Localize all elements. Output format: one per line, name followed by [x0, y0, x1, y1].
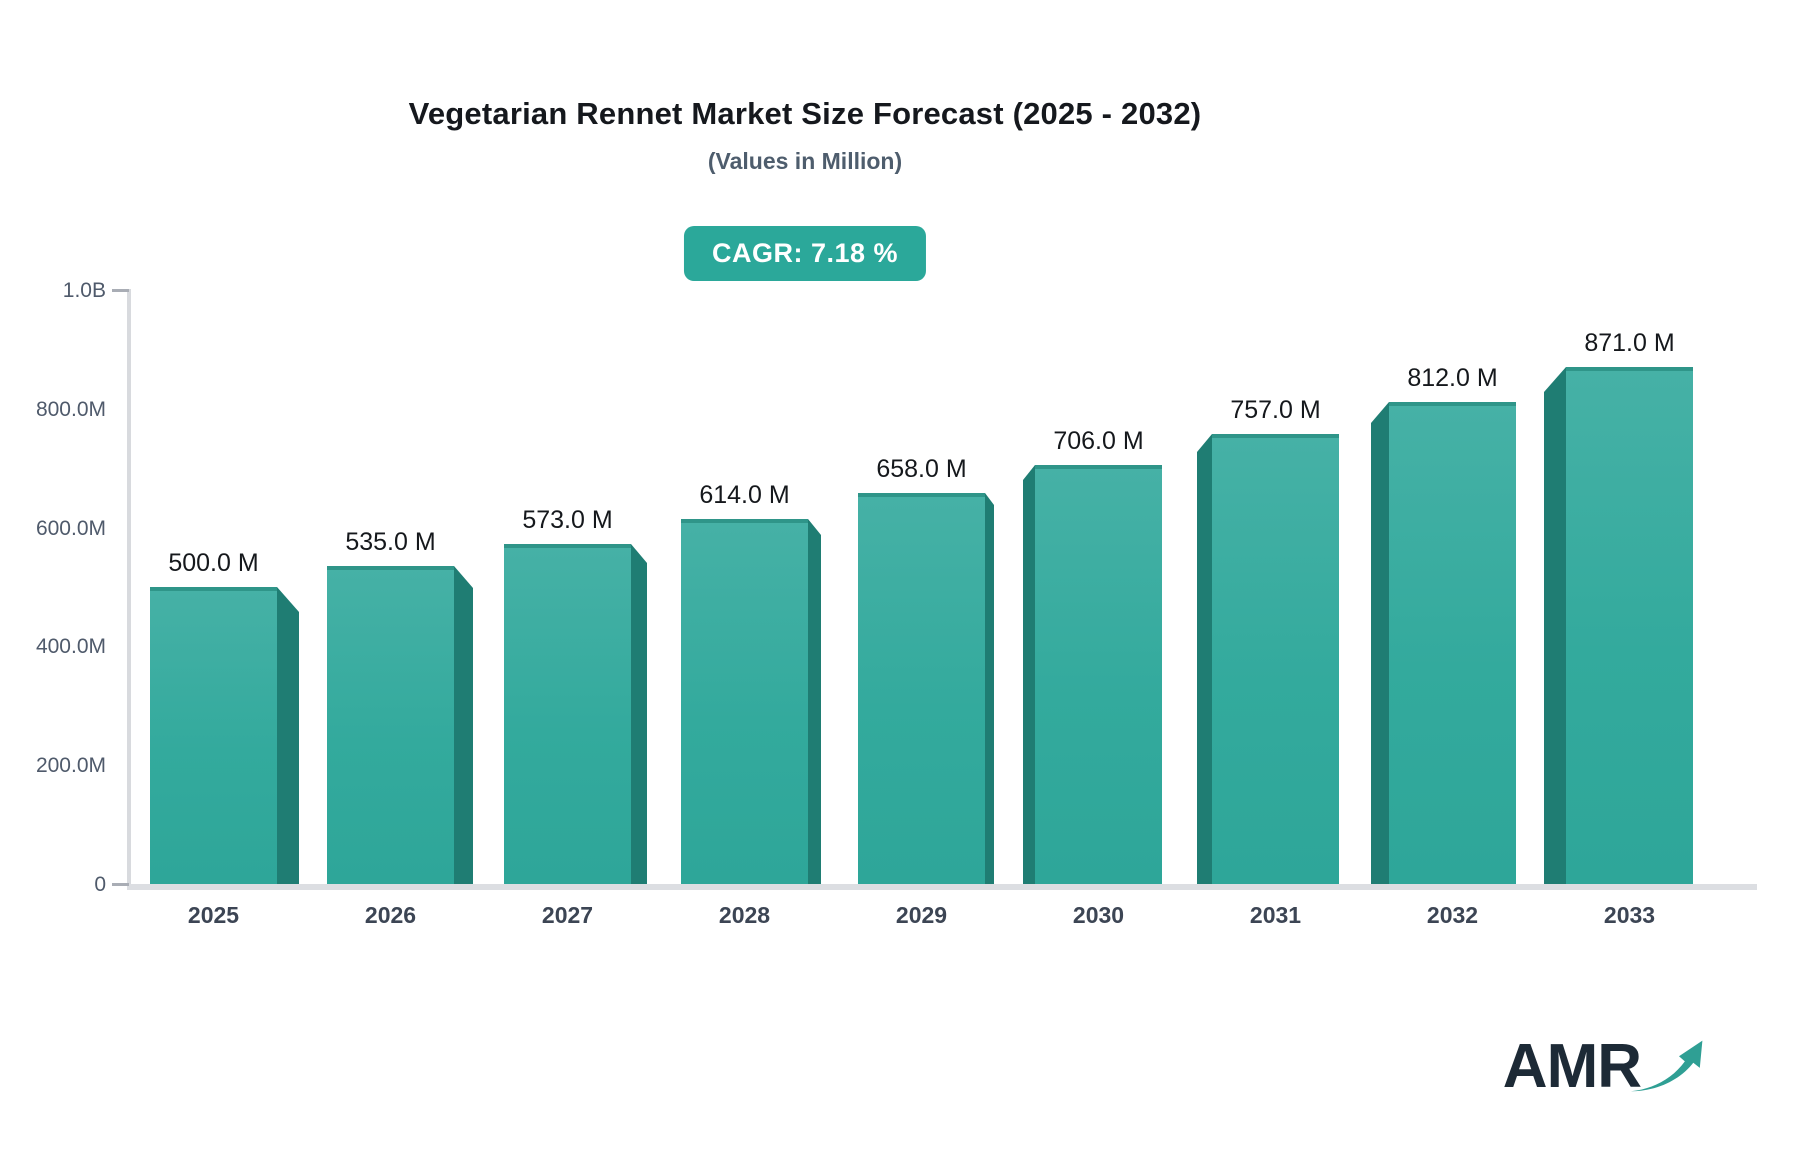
- y-tick-label: 1.0B: [62, 279, 106, 302]
- bar-top-edge: [1566, 367, 1693, 371]
- x-tick-label: 2026: [364, 902, 417, 928]
- bar-top-edge: [150, 587, 277, 591]
- y-tick-label: 200.0M: [35, 754, 106, 778]
- bar-top-edge: [327, 566, 454, 570]
- x-tick-label: 2032: [1426, 902, 1479, 928]
- bar: [858, 493, 985, 884]
- bar-value-label: 706.0 M: [1053, 427, 1144, 455]
- bar-top-edge: [504, 544, 631, 548]
- bar-top-edge: [1389, 402, 1516, 406]
- page-title: Vegetarian Rennet Market Size Forecast (…: [408, 96, 1202, 131]
- bar-3d-side: [631, 544, 647, 884]
- cagr-badge: CAGR: 7.18 %: [683, 226, 927, 281]
- bar-top-edge: [1035, 465, 1162, 469]
- bar-3d-side: [808, 519, 821, 884]
- x-tick-label: 2033: [1603, 902, 1656, 928]
- bar: [327, 566, 454, 884]
- y-tick-label: 0: [94, 873, 106, 896]
- bar-3d-side: [277, 587, 299, 884]
- bar: [1566, 367, 1693, 884]
- bar-value-label: 812.0 M: [1407, 364, 1498, 392]
- bar-3d-side: [1544, 367, 1566, 884]
- y-tick-dash: [112, 883, 129, 886]
- bar-value-label: 658.0 M: [876, 455, 967, 483]
- bar-3d-side: [1023, 465, 1035, 884]
- amr-logo-text: AMR: [1502, 1032, 1642, 1101]
- bar-value-label: 614.0 M: [699, 481, 790, 509]
- x-axis: [127, 884, 1757, 890]
- y-tick-label: 800.0M: [35, 397, 106, 421]
- bar-top-edge: [858, 493, 985, 497]
- bar: [1035, 465, 1162, 884]
- x-tick-label: 2027: [541, 902, 594, 928]
- bar-value-label: 871.0 M: [1584, 329, 1675, 357]
- x-tick-label: 2031: [1249, 902, 1302, 928]
- x-tick-label: 2028: [718, 902, 771, 928]
- bar-value-label: 573.0 M: [522, 506, 613, 534]
- y-tick-dash: [112, 289, 129, 292]
- y-tick-label: 400.0M: [35, 635, 106, 659]
- x-tick-label: 2029: [895, 902, 948, 928]
- bar: [681, 519, 808, 884]
- amr-logo: AMR: [1503, 1032, 1705, 1098]
- y-axis: [127, 289, 131, 885]
- chart-subtitle: (Values in Million): [707, 148, 903, 174]
- bar: [1389, 402, 1516, 884]
- bar-value-label: 500.0 M: [168, 549, 259, 577]
- bar: [1212, 434, 1339, 884]
- bar-top-edge: [681, 519, 808, 523]
- x-tick-label: 2025: [187, 902, 240, 928]
- bar-3d-side: [1197, 434, 1212, 884]
- y-tick-label: 600.0M: [35, 516, 106, 540]
- bar-value-label: 535.0 M: [345, 528, 436, 556]
- bar-value-label: 757.0 M: [1230, 396, 1321, 424]
- x-tick-label: 2030: [1072, 902, 1125, 928]
- bar-3d-side: [985, 493, 994, 884]
- bar: [504, 544, 631, 884]
- bar: [150, 587, 277, 884]
- growth-arrow-icon: [1630, 1040, 1703, 1092]
- bar-3d-side: [1371, 402, 1389, 884]
- bar-top-edge: [1212, 434, 1339, 438]
- bar-3d-side: [454, 566, 473, 884]
